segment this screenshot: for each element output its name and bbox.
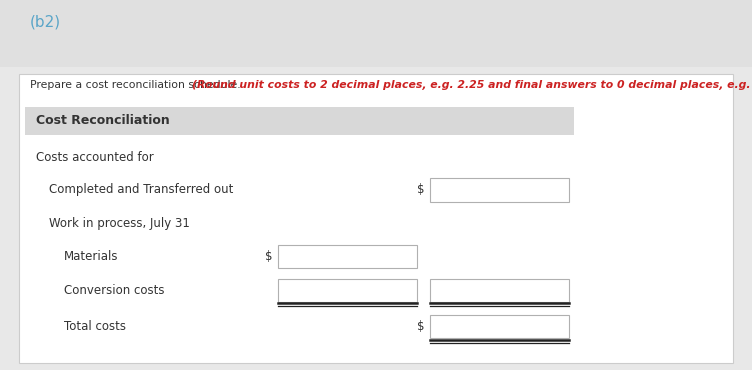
Text: $: $ [417,183,425,196]
FancyBboxPatch shape [0,0,752,67]
Text: Prepare a cost reconciliation schedule.: Prepare a cost reconciliation schedule. [30,80,244,90]
FancyBboxPatch shape [430,279,569,302]
Text: Total costs: Total costs [64,320,126,333]
Text: Conversion costs: Conversion costs [64,284,165,297]
Text: Cost Reconciliation: Cost Reconciliation [36,114,170,127]
Text: Costs accounted for: Costs accounted for [36,151,154,164]
FancyBboxPatch shape [19,74,733,363]
FancyBboxPatch shape [430,178,569,202]
FancyBboxPatch shape [25,107,574,135]
Text: Completed and Transferred out: Completed and Transferred out [49,183,233,196]
Text: $: $ [417,320,425,333]
Text: (b2): (b2) [30,15,61,30]
Text: $: $ [265,249,272,263]
FancyBboxPatch shape [278,279,417,302]
Text: Materials: Materials [64,249,118,263]
FancyBboxPatch shape [430,315,569,338]
Text: Work in process, July 31: Work in process, July 31 [49,217,190,231]
FancyBboxPatch shape [278,245,417,268]
Text: (Round unit costs to 2 decimal places, e.g. 2.25 and final answers to 0 decimal : (Round unit costs to 2 decimal places, e… [192,80,752,90]
